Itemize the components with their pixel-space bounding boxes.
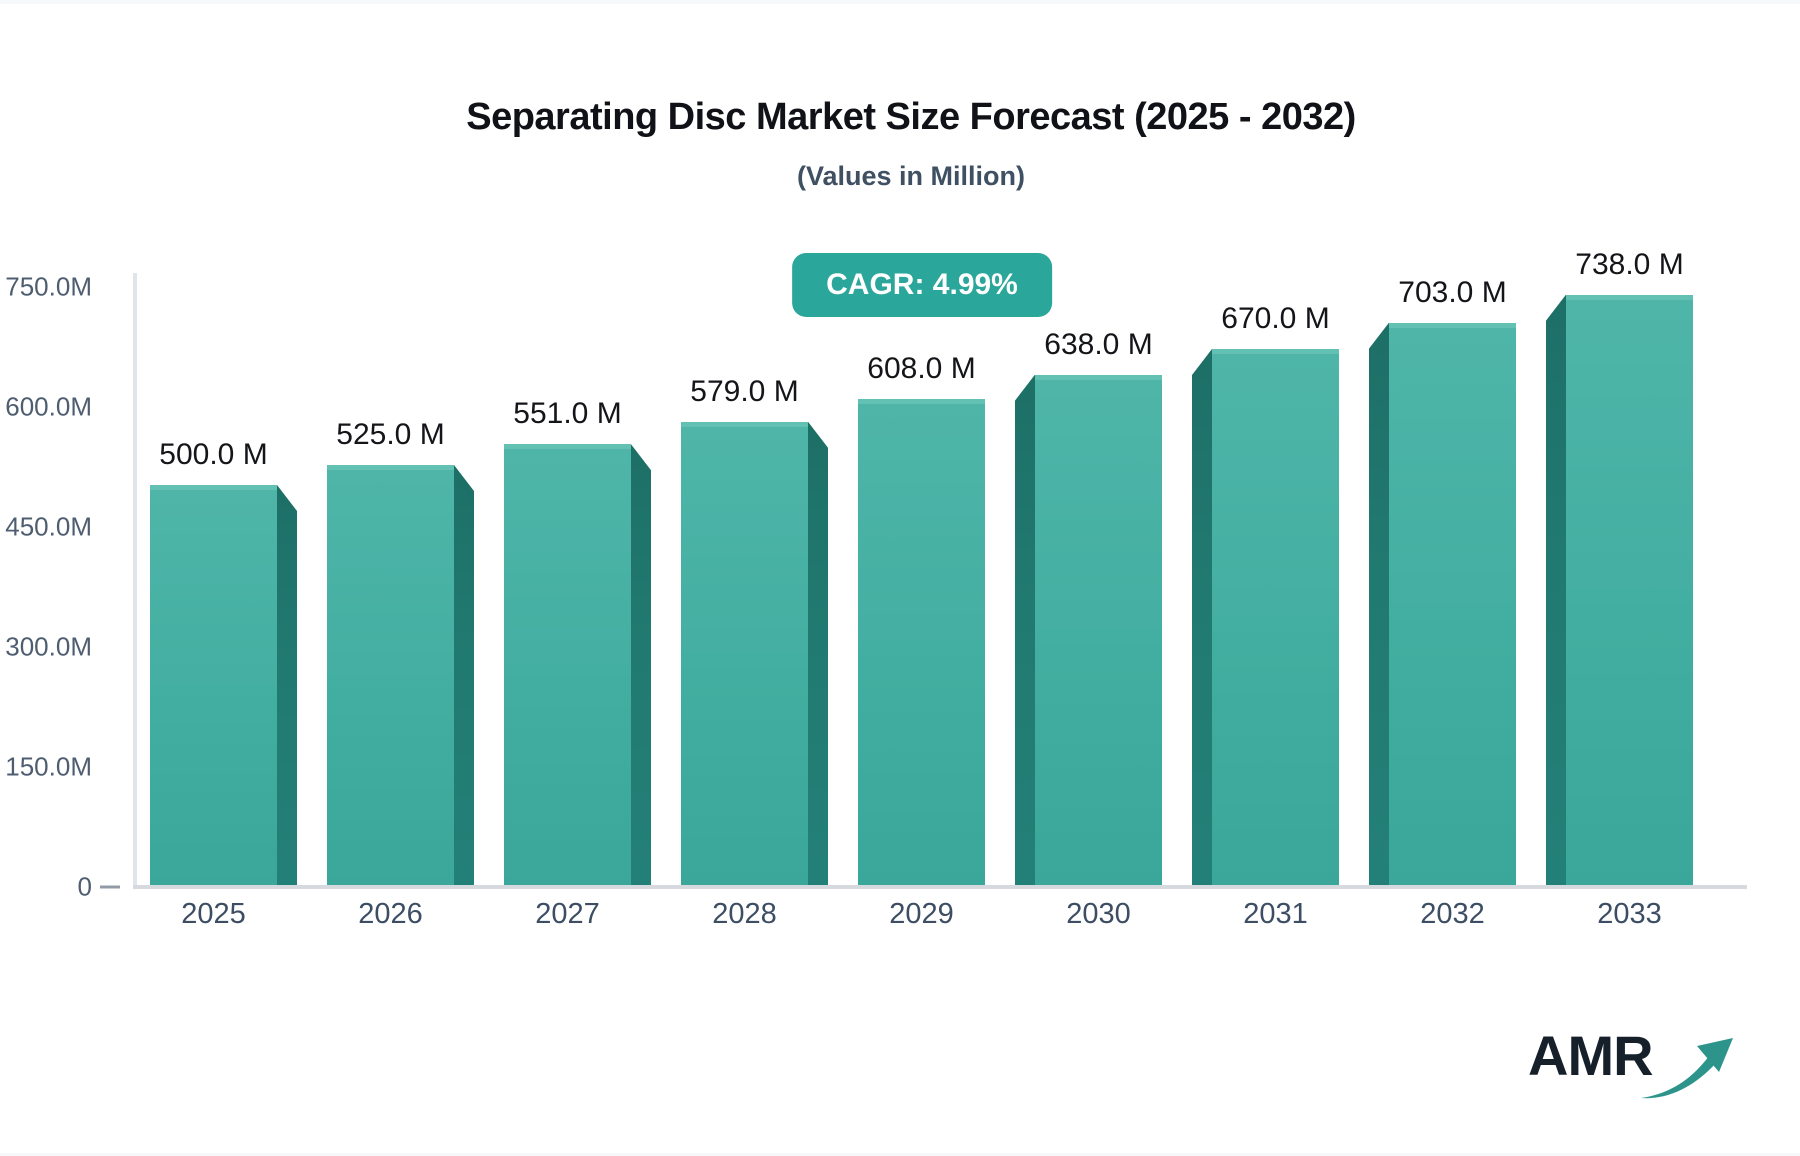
x-axis-label-2027: 2027 [535,898,600,930]
amr-logo: AMR [1528,1028,1735,1102]
bar-value-label-2027: 551.0 M [513,397,622,431]
bar-value-label-2028: 579.0 M [690,374,799,408]
cagr-badge: CAGR: 4.99% [792,253,1052,317]
y-axis-line [133,273,137,889]
page-top-strip [0,0,1800,4]
bar-side-2032 [1369,322,1389,885]
x-axis-label-2025: 2025 [181,898,246,930]
bar-side-2030 [1015,374,1035,885]
x-axis-label-2031: 2031 [1243,898,1308,930]
x-axis-label-2028: 2028 [712,898,777,930]
growth-arrow-icon [1640,1038,1733,1099]
bar-side-2025 [277,485,297,885]
bar-side-2028 [808,421,828,885]
y-tick-label-600: 600.0M [5,391,92,422]
amr-logo-text: AMR [1528,1024,1654,1087]
bar-2033 [1566,294,1693,885]
x-axis-label-2033: 2033 [1597,898,1662,930]
y-tick-label-750: 750.0M [5,271,92,302]
bar-side-2027 [631,444,651,885]
bar-value-label-2026: 525.0 M [336,418,445,451]
bar-side-2031 [1192,349,1212,885]
bar-value-label-2031: 670.0 M [1221,302,1330,335]
page-bottom-strip [0,1153,1800,1156]
bar-side-2033 [1546,294,1566,885]
x-axis-label-2026: 2026 [358,898,423,930]
x-axis-label-2032: 2032 [1420,898,1485,930]
bar-2029 [858,398,985,885]
chart-title: Separating Disc Market Size Forecast (20… [466,96,1356,138]
y-tick-label-450: 450.0M [5,511,92,542]
bar-value-label-2033: 738.0 M [1575,247,1684,281]
bar-value-label-2029: 608.0 M [867,351,976,385]
x-axis-label-2029: 2029 [889,898,954,930]
chart-subtitle: (Values in Million) [796,161,1026,191]
bar-2030 [1035,374,1162,885]
bar-2031 [1212,349,1339,885]
bar-value-label-2032: 703.0 M [1398,275,1507,309]
bar-2025 [150,485,277,885]
bar-2028 [681,421,808,885]
bar-2026 [327,465,454,885]
bar-value-label-2030: 638.0 M [1044,327,1153,361]
zero-tick-dash [100,885,120,889]
bar-2027 [504,444,631,885]
y-tick-label-300: 300.0M [5,631,92,662]
y-tick-label-150: 150.0M [5,751,92,782]
bar-value-label-2025: 500.0 M [159,438,268,471]
bar-2032 [1389,322,1516,885]
x-axis-line [133,885,1747,889]
x-axis-label-2030: 2030 [1066,898,1131,930]
bar-side-2026 [454,465,474,885]
y-tick-label-0: 0 [77,871,92,902]
